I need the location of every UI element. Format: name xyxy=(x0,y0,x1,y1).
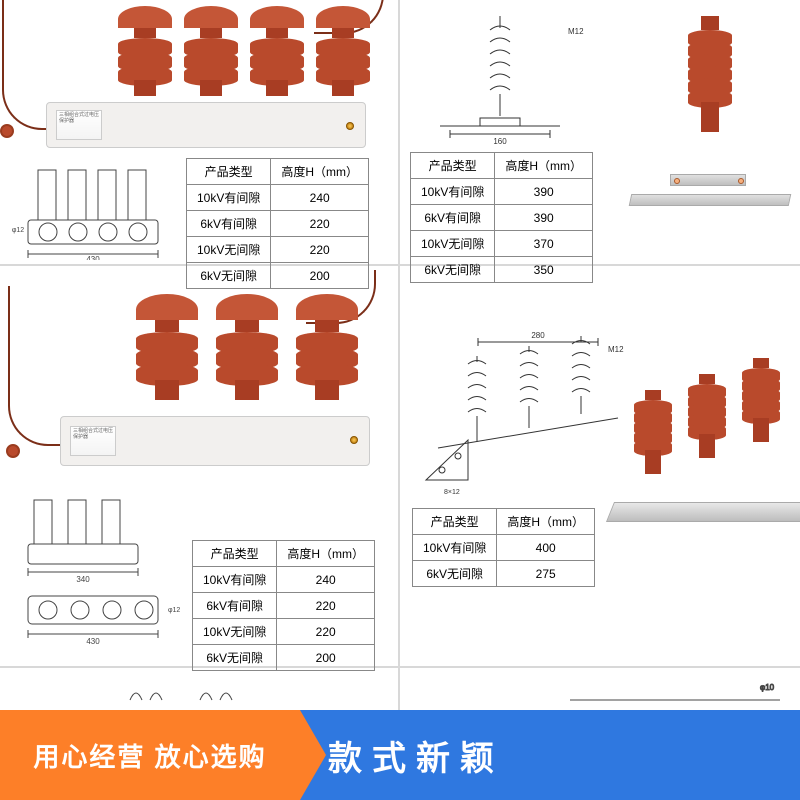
rail-pole-3 xyxy=(742,358,780,442)
mount-bracket xyxy=(629,194,792,206)
mount-plate xyxy=(670,174,746,186)
promo-banner: 用心经营 放心选购 款式新颖 xyxy=(0,710,800,800)
svg-text:160: 160 xyxy=(493,137,507,146)
divider-vertical xyxy=(398,0,400,710)
drawing-top-left: 430 φ12 xyxy=(8,150,178,260)
table-row: 10kV有间隙400 xyxy=(413,535,595,561)
product-photo-mid-left: 三相组合式过电压保护器 xyxy=(4,276,394,476)
table-row: 10kV无间隙220 xyxy=(187,237,369,263)
rail-pole-1 xyxy=(634,390,672,474)
wire-lug-left xyxy=(0,124,14,138)
table-row: 6kV有间隙220 xyxy=(187,211,369,237)
th-h: 高度H（mm） xyxy=(271,159,369,185)
table-row: 10kV无间隙220 xyxy=(193,619,375,645)
product-photo-top-left: 三相组合式过电压保护器 xyxy=(6,0,396,174)
drawing-mid-left: 340 430 φ12 xyxy=(8,486,188,656)
pole-1 xyxy=(136,294,198,400)
spec-table-C: 产品类型高度H（mm） 10kV有间隙240 6kV有间隙220 10kV无间隙… xyxy=(192,540,375,671)
table-row: 6kV无间隙275 xyxy=(413,561,595,587)
indicator-led xyxy=(346,122,354,130)
drawing-top-right: 160 M12 xyxy=(410,6,590,146)
svg-text:280: 280 xyxy=(531,331,545,340)
label-text: 三相组合式过电压保护器 xyxy=(59,112,99,124)
pole-3 xyxy=(296,294,358,400)
bolt xyxy=(674,178,680,184)
pole-3 xyxy=(250,6,304,96)
pole-1 xyxy=(118,6,172,96)
table-row: 6kV无间隙200 xyxy=(193,645,375,671)
table-row: 6kV有间隙220 xyxy=(193,593,375,619)
divider-h2 xyxy=(0,666,800,668)
banner-left: 用心经营 放心选购 xyxy=(0,710,300,800)
rail-pole-2 xyxy=(688,374,726,458)
table-row: 10kV无间隙370 xyxy=(411,231,593,257)
th-type: 产品类型 xyxy=(187,159,271,185)
svg-text:M12: M12 xyxy=(568,27,584,36)
drawing-bottom-right-peek: φ10 xyxy=(560,670,790,710)
product-label: 三相组合式过电压保护器 xyxy=(70,426,116,456)
table-row: 10kV有间隙240 xyxy=(187,185,369,211)
pole-2 xyxy=(216,294,278,400)
pole-2 xyxy=(184,6,238,96)
svg-text:340: 340 xyxy=(76,575,90,584)
wire-lug xyxy=(6,444,20,458)
svg-text:φ12: φ12 xyxy=(12,227,24,234)
svg-text:φ10: φ10 xyxy=(760,683,775,692)
banner-right: 款式新颖 xyxy=(300,710,800,800)
banner-right-text: 款式新颖 xyxy=(328,731,504,780)
svg-text:430: 430 xyxy=(86,637,100,646)
svg-text:8×12: 8×12 xyxy=(444,489,460,496)
banner-left-text: 用心经营 放心选购 xyxy=(33,737,266,774)
table-row: 10kV有间隙240 xyxy=(193,567,375,593)
canvas: 三相组合式过电压保护器 xyxy=(0,0,800,800)
table-row: 6kV无间隙350 xyxy=(411,257,593,283)
svg-text:φ12: φ12 xyxy=(168,607,180,614)
spec-table-mid-right: 产品类型高度H（mm） 10kV有间隙400 6kV无间隙275 xyxy=(412,508,595,587)
table-row: 10kV有间隙390 xyxy=(411,179,593,205)
drawing-mid-right: 280 M12 8×12 xyxy=(408,330,638,500)
spec-table-mid-left: 产品类型高度H（mm） 10kV有间隙240 6kV有间隙220 10kV无间隙… xyxy=(192,540,375,671)
banner-notch xyxy=(300,710,326,800)
indicator-led xyxy=(350,436,358,444)
spec-table-top-right: 产品类型高度H（mm） 10kV有间隙390 6kV有间隙390 10kV无间隙… xyxy=(410,152,593,283)
single-pole xyxy=(688,16,732,132)
rail xyxy=(606,502,800,522)
product-label: 三相组合式过电压保护器 xyxy=(56,110,102,140)
bolt xyxy=(738,178,744,184)
spec-table-D: 产品类型高度H（mm） 10kV有间隙400 6kV无间隙275 xyxy=(412,508,595,587)
table-row: 6kV有间隙390 xyxy=(411,205,593,231)
divider-h1 xyxy=(0,264,800,266)
spec-table-B: 产品类型高度H（mm） 10kV有间隙390 6kV有间隙390 10kV无间隙… xyxy=(410,152,593,283)
svg-text:430: 430 xyxy=(86,255,100,260)
product-photo-triple-rail xyxy=(616,332,800,562)
drawing-bottom-left-peek xyxy=(20,670,380,710)
product-photo-single xyxy=(630,4,790,254)
pole-4 xyxy=(316,6,370,96)
